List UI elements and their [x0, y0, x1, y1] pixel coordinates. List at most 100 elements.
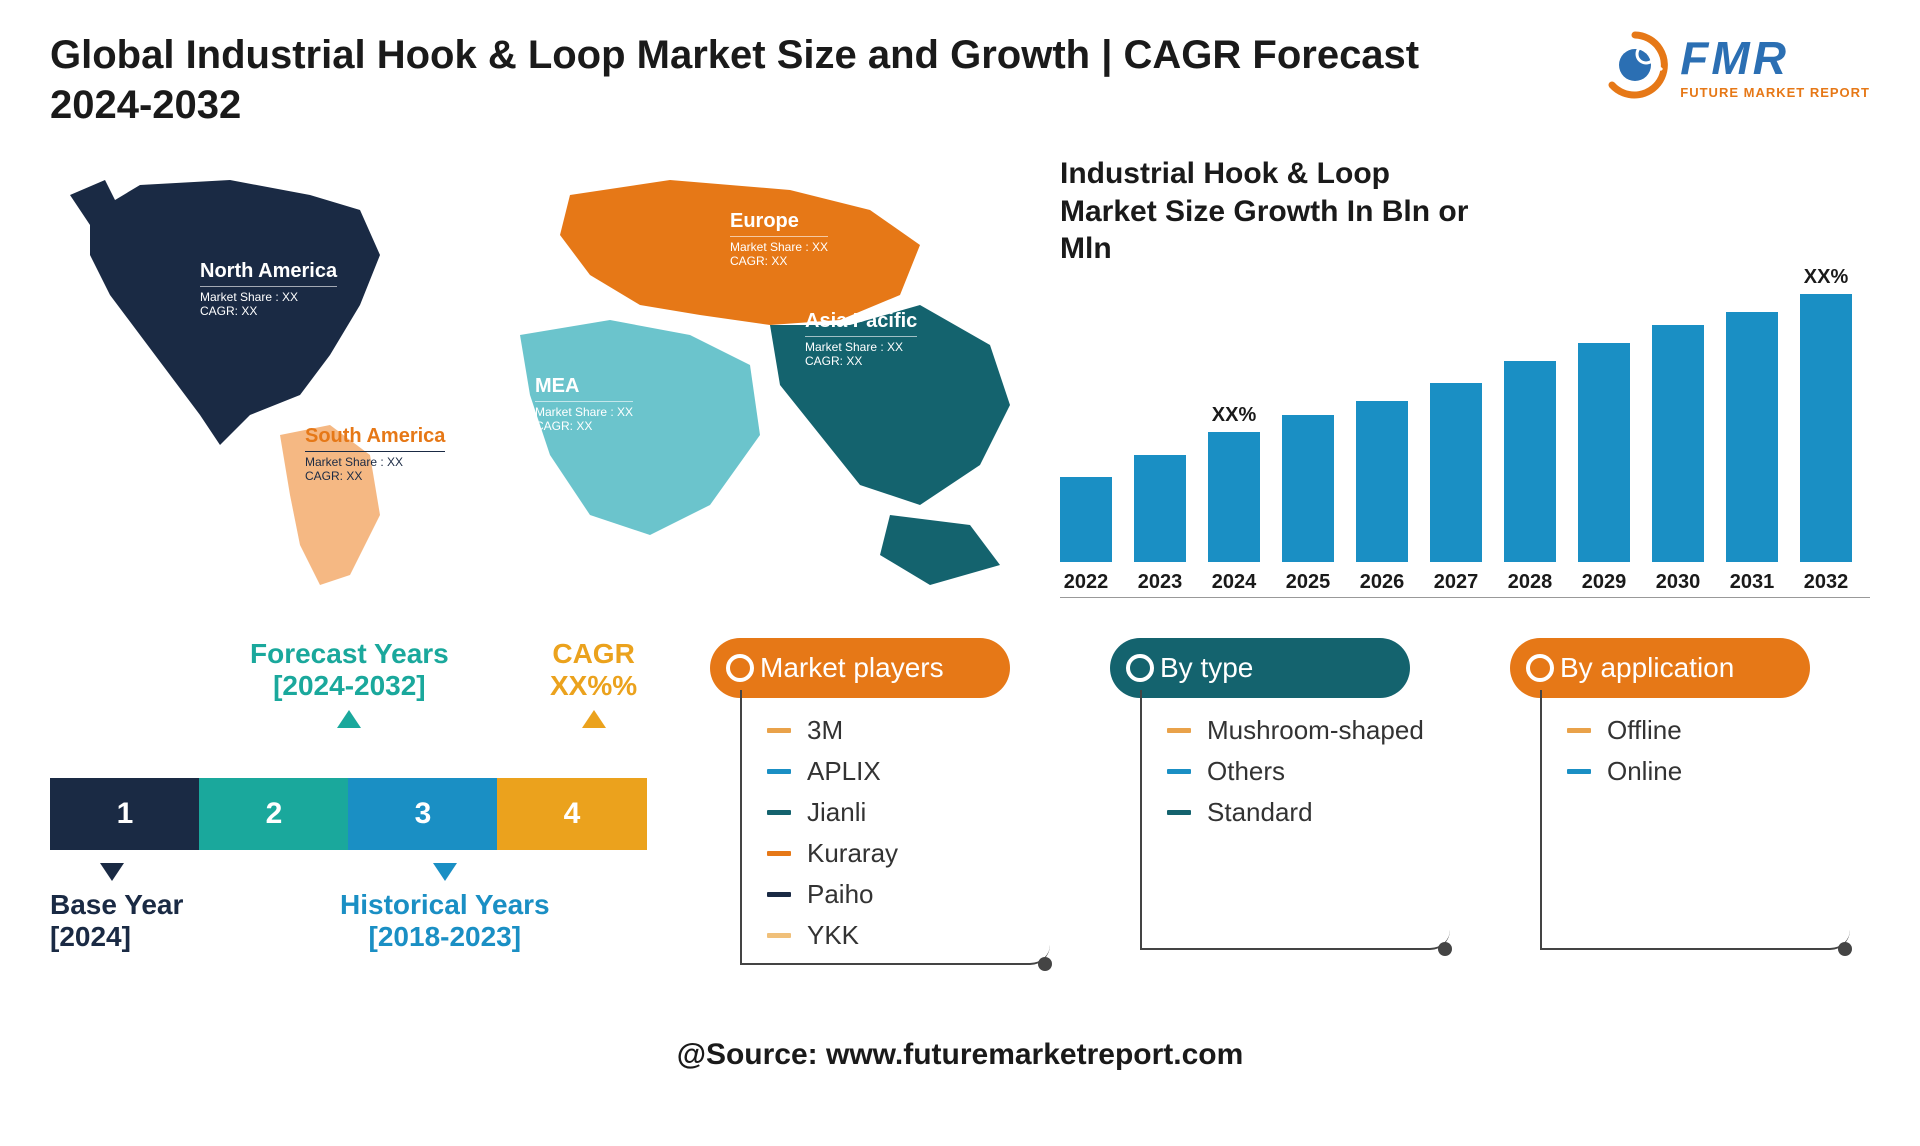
- bar-col: 2027: [1430, 383, 1482, 561]
- bar-annotation: XX%: [1804, 266, 1848, 289]
- bars-area: 202220232024XX%2025202620272028202920302…: [1060, 278, 1870, 598]
- label-asia-pacific: Asia Pacific Market Share : XXCAGR: XX: [805, 310, 917, 368]
- item-label: 3M: [807, 715, 843, 746]
- list-item: Mushroom-shaped: [1167, 715, 1450, 746]
- bar-label: 2022: [1064, 571, 1109, 594]
- item-label: Standard: [1207, 797, 1313, 828]
- bar-col: 2023: [1134, 455, 1186, 562]
- item-label: Jianli: [807, 797, 866, 828]
- tl-label-historical: Historical Years [2018-2023]: [340, 863, 550, 953]
- category-bracket: 3M APLIX Jianli Kuraray Paiho YKK: [740, 690, 1050, 965]
- tick-icon: [767, 728, 791, 733]
- label-europe: Europe Market Share : XXCAGR: XX: [730, 210, 828, 268]
- bar: [1134, 455, 1186, 562]
- item-label: Offline: [1607, 715, 1682, 746]
- item-label: Paiho: [807, 879, 874, 910]
- timeline-bar: 1 2 3 4: [50, 778, 647, 850]
- tick-icon: [767, 810, 791, 815]
- bar: [1208, 432, 1260, 561]
- list-item: Others: [1167, 756, 1450, 787]
- bar-col: 2030: [1652, 325, 1704, 561]
- tl-seg-4: 4: [497, 778, 647, 850]
- tl-label-base: Base Year [2024]: [50, 863, 183, 953]
- tl-label-cagr: CAGR XX%%: [550, 638, 637, 728]
- bar: [1800, 294, 1852, 561]
- tick-icon: [1167, 769, 1191, 774]
- logo-brand: FMR: [1680, 31, 1870, 85]
- category-header: By application: [1510, 638, 1810, 698]
- bar-label: 2027: [1434, 571, 1479, 594]
- source-footer: @Source: www.futuremarketreport.com: [50, 1038, 1870, 1072]
- bar-label: 2023: [1138, 571, 1183, 594]
- category-column: By type Mushroom-shaped Others Standard: [1110, 638, 1470, 988]
- region-name: South America: [305, 425, 445, 448]
- label-north-america: North America Market Share : XXCAGR: XX: [200, 260, 337, 318]
- bar-label: 2029: [1582, 571, 1627, 594]
- bar-label: 2026: [1360, 571, 1405, 594]
- item-label: Kuraray: [807, 838, 898, 869]
- region-name: North America: [200, 260, 337, 283]
- tick-icon: [767, 892, 791, 897]
- logo: FMR FUTURE MARKET REPORT: [1600, 30, 1870, 100]
- bar-label: 2028: [1508, 571, 1553, 594]
- bar-col: 2024XX%: [1208, 432, 1260, 561]
- item-label: Online: [1607, 756, 1682, 787]
- tick-icon: [767, 851, 791, 856]
- bar: [1356, 401, 1408, 561]
- categories: Market players3MAPLIXJianliKurarayPaihoY…: [710, 638, 1870, 988]
- tick-icon: [767, 933, 791, 938]
- category-list: Mushroom-shaped Others Standard: [1167, 715, 1450, 828]
- bar-label: 2032: [1804, 571, 1849, 594]
- category-list: 3M APLIX Jianli Kuraray Paiho YKK: [767, 715, 1050, 951]
- item-label: Mushroom-shaped: [1207, 715, 1424, 746]
- category-header: By type: [1110, 638, 1410, 698]
- page-title: Global Industrial Hook & Loop Market Siz…: [50, 30, 1470, 130]
- list-item: APLIX: [767, 756, 1050, 787]
- bar: [1726, 312, 1778, 561]
- item-label: Others: [1207, 756, 1285, 787]
- bar-label: 2025: [1286, 571, 1331, 594]
- bar: [1430, 383, 1482, 561]
- tick-icon: [1567, 728, 1591, 733]
- tick-icon: [767, 769, 791, 774]
- label-south-america: South America Market Share : XXCAGR: XX: [305, 425, 445, 483]
- category-column: Market players3MAPLIXJianliKurarayPaihoY…: [710, 638, 1070, 988]
- bar-col: 2031: [1726, 312, 1778, 561]
- item-label: YKK: [807, 920, 859, 951]
- tick-icon: [1567, 769, 1591, 774]
- bottom-row: Forecast Years [2024-2032] CAGR XX%% 1 2…: [50, 638, 1870, 988]
- bar-col: 2026: [1356, 401, 1408, 561]
- region-name: Europe: [730, 210, 828, 233]
- mid-row: North America Market Share : XXCAGR: XX …: [50, 155, 1870, 598]
- region-name: Asia Pacific: [805, 310, 917, 333]
- logo-tagline: FUTURE MARKET REPORT: [1680, 85, 1870, 100]
- bar: [1282, 415, 1334, 562]
- tick-icon: [1167, 810, 1191, 815]
- header: Global Industrial Hook & Loop Market Siz…: [50, 30, 1870, 130]
- list-item: 3M: [767, 715, 1050, 746]
- bar-col: 2022: [1060, 477, 1112, 562]
- bar: [1652, 325, 1704, 561]
- bar-annotation: XX%: [1212, 404, 1256, 427]
- tl-label-forecast: Forecast Years [2024-2032]: [250, 638, 449, 728]
- world-map: North America Market Share : XXCAGR: XX …: [50, 155, 1030, 595]
- list-item: Jianli: [767, 797, 1050, 828]
- tick-icon: [1167, 728, 1191, 733]
- bar: [1504, 361, 1556, 561]
- bar-label: 2030: [1656, 571, 1701, 594]
- category-list: Offline Online: [1567, 715, 1850, 787]
- bar-label: 2024: [1212, 571, 1257, 594]
- list-item: YKK: [767, 920, 1050, 951]
- item-label: APLIX: [807, 756, 881, 787]
- region-name: MEA: [535, 375, 633, 398]
- bar-col: 2032XX%: [1800, 294, 1852, 561]
- list-item: Paiho: [767, 879, 1050, 910]
- category-bracket: Offline Online: [1540, 690, 1850, 950]
- bar-col: 2025: [1282, 415, 1334, 562]
- timeline: Forecast Years [2024-2032] CAGR XX%% 1 2…: [50, 638, 670, 988]
- bar-col: 2028: [1504, 361, 1556, 561]
- label-mea: MEA Market Share : XXCAGR: XX: [535, 375, 633, 433]
- bar-label: 2031: [1730, 571, 1775, 594]
- category-column: By application Offline Online: [1510, 638, 1870, 988]
- category-bracket: Mushroom-shaped Others Standard: [1140, 690, 1450, 950]
